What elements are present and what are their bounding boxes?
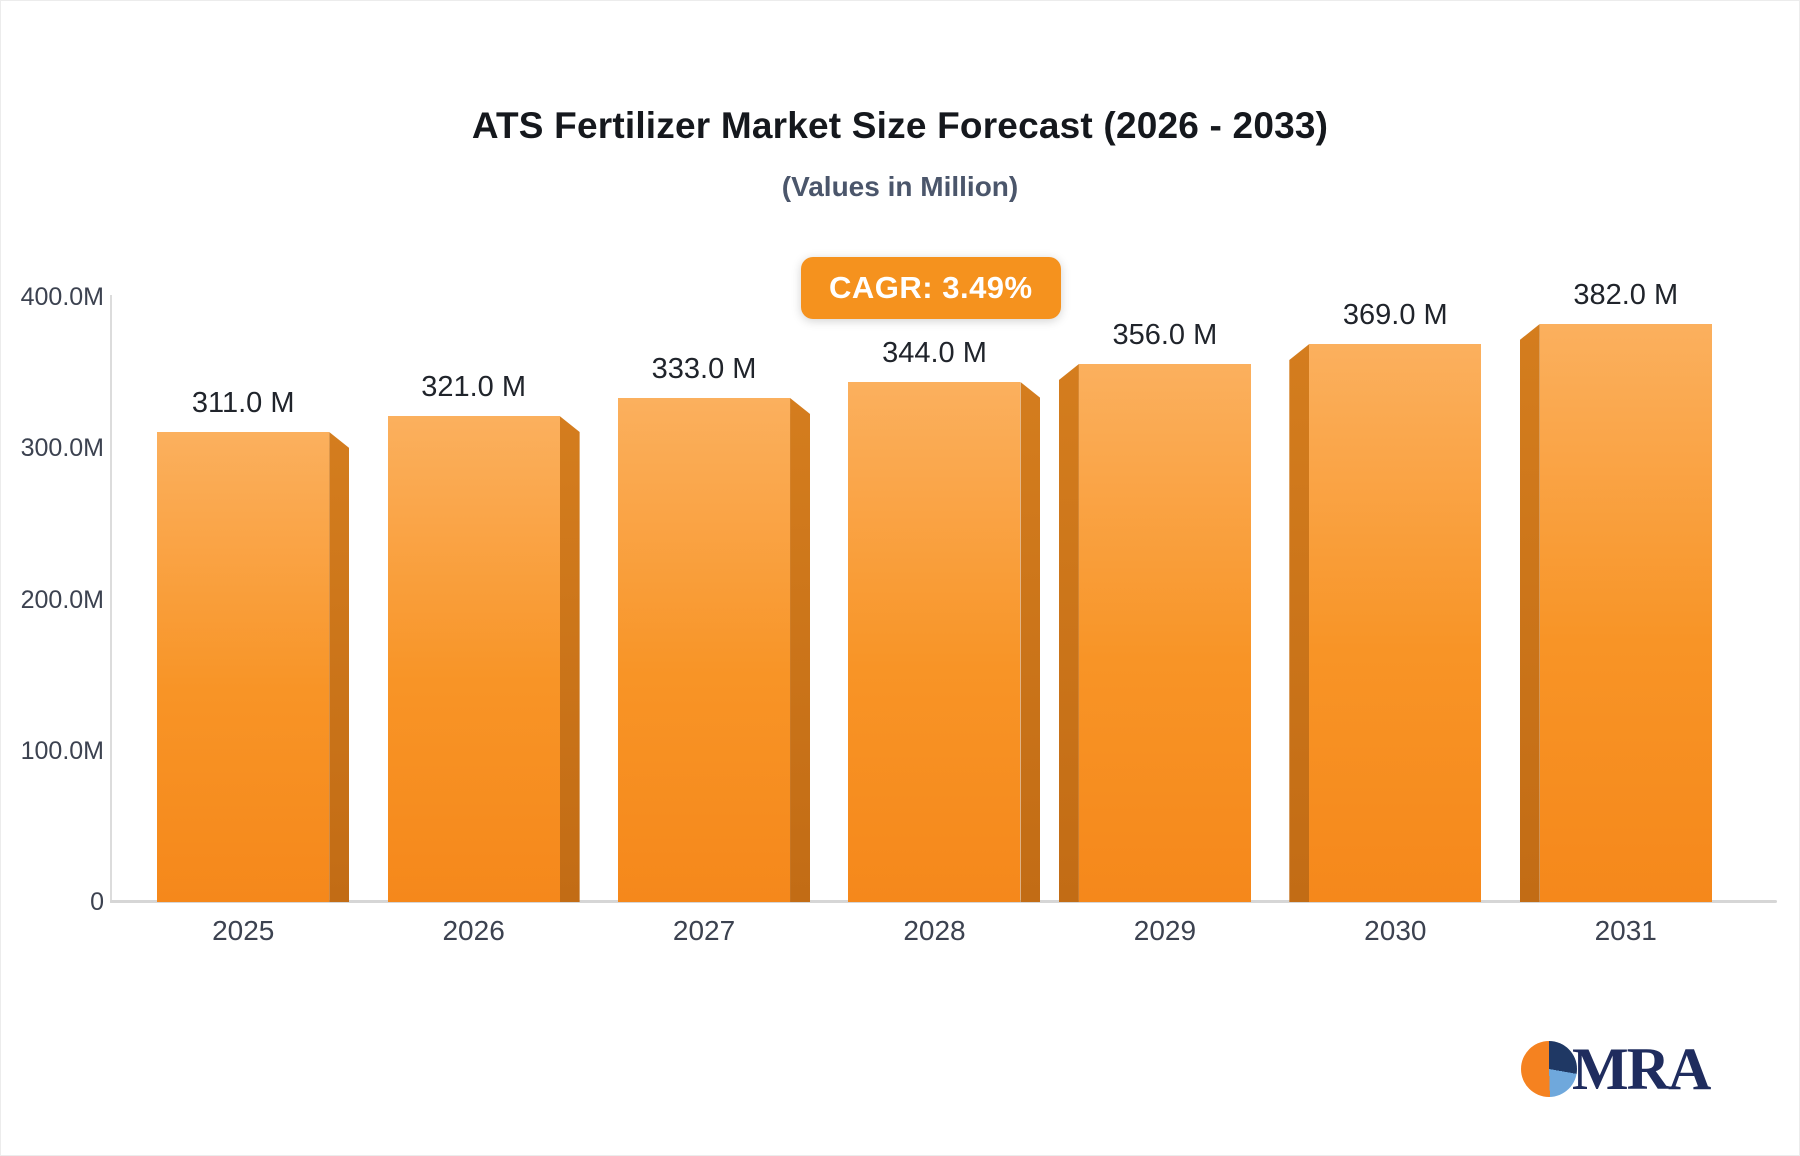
- y-axis-label: 100.0M: [20, 737, 104, 765]
- x-axis-label: 2028: [903, 915, 966, 946]
- bar-value-label: 382.0 M: [1573, 279, 1679, 311]
- x-axis-labels: 2025 2026 2027 2028 2029 2030 2031: [128, 915, 1741, 947]
- bar: 344.0 M: [848, 337, 1041, 902]
- bar-value-label: 344.0 M: [882, 337, 987, 369]
- chart-subtitle: (Values in Million): [781, 171, 1019, 202]
- bar-3d-side: [559, 416, 580, 902]
- bars-container: 311.0 M 321.0 M 333.0 M 344.0 M 356.0 M 369.0…: [128, 279, 1741, 902]
- bar-value-label: 311.0 M: [191, 387, 295, 419]
- bar-3d-side: [790, 398, 811, 902]
- bar-column-2030: 369.0 M: [1280, 297, 1510, 902]
- bar-3d-side: [1020, 382, 1041, 902]
- logo-text: MRA: [1572, 1036, 1711, 1102]
- bar-column-2029: 356.0 M: [1050, 297, 1280, 902]
- bar-column-2025: 311.0 M: [128, 297, 358, 902]
- bar-column-2028: 344.0 M: [819, 297, 1049, 902]
- y-axis-label: 400.0M: [20, 283, 104, 311]
- bar-column-2031: 382.0 M: [1511, 279, 1741, 902]
- y-axis-label: 300.0M: [20, 434, 104, 462]
- bar-3d-side: [1519, 324, 1540, 902]
- x-axis-label: 2030: [1364, 915, 1427, 946]
- logo-pie-icon: [1521, 1041, 1577, 1097]
- bar: 321.0 M: [387, 371, 580, 902]
- bar-3d-side: [1289, 344, 1310, 902]
- bar-value-label: 321.0 M: [421, 371, 527, 403]
- bar: 382.0 M: [1519, 279, 1712, 902]
- x-axis-label: 2027: [672, 915, 736, 946]
- y-axis-line: [110, 295, 112, 903]
- x-axis-label: 2031: [1594, 915, 1657, 946]
- y-axis-label: 0: [90, 888, 104, 916]
- x-axis-label: 2029: [1133, 915, 1197, 946]
- logo: MRA: [1521, 1036, 1711, 1102]
- x-axis-label: 2025: [212, 915, 275, 946]
- bar-value-label: 369.0 M: [1342, 299, 1448, 331]
- bar-3d-side: [1058, 364, 1079, 902]
- bar-value-label: 333.0 M: [651, 353, 757, 385]
- bar-value-label: 356.0 M: [1112, 319, 1218, 351]
- bar: 369.0 M: [1289, 299, 1482, 902]
- x-axis-label: 2026: [442, 915, 505, 946]
- bar: 333.0 M: [618, 353, 811, 902]
- bar-column-2026: 321.0 M: [358, 297, 588, 902]
- y-axis-label: 200.0M: [20, 586, 104, 614]
- bar: 311.0 M: [157, 387, 350, 902]
- bar-column-2027: 333.0 M: [589, 297, 819, 902]
- chart-title: ATS Fertilizer Market Size Forecast (202…: [471, 105, 1329, 146]
- cagr-badge: CAGR: 3.49%: [801, 257, 1061, 319]
- bar: 356.0 M: [1058, 319, 1251, 902]
- bar-3d-side: [329, 432, 350, 902]
